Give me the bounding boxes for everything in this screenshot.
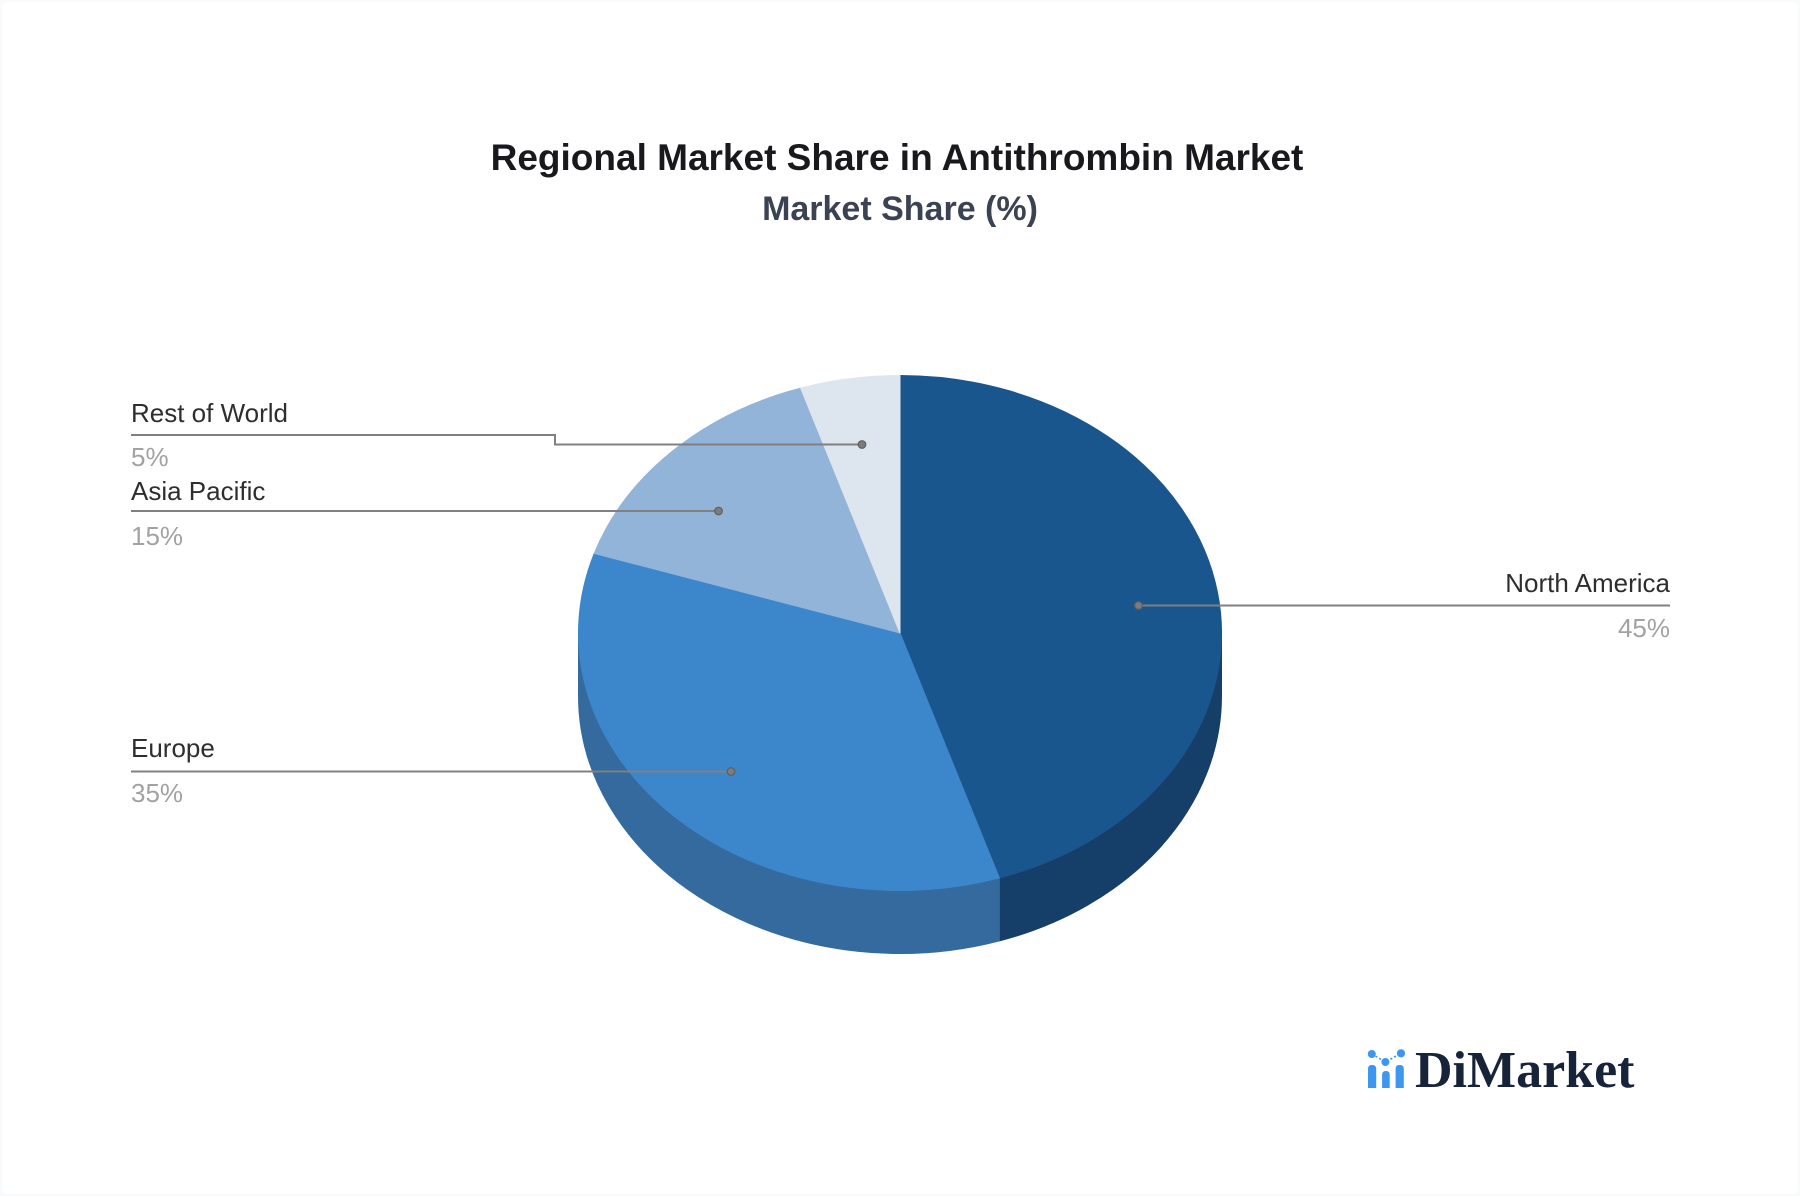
svg-text:Rest of World: Rest of World xyxy=(131,398,288,428)
svg-text:Europe: Europe xyxy=(131,733,215,763)
svg-text:15%: 15% xyxy=(131,521,183,551)
svg-text:5%: 5% xyxy=(131,442,169,472)
svg-text:DiMarket: DiMarket xyxy=(1415,1042,1635,1099)
svg-text:35%: 35% xyxy=(131,778,183,808)
svg-text:Asia Pacific: Asia Pacific xyxy=(131,476,265,506)
svg-text:North America: North America xyxy=(1505,568,1670,598)
svg-text:45%: 45% xyxy=(1618,613,1670,643)
